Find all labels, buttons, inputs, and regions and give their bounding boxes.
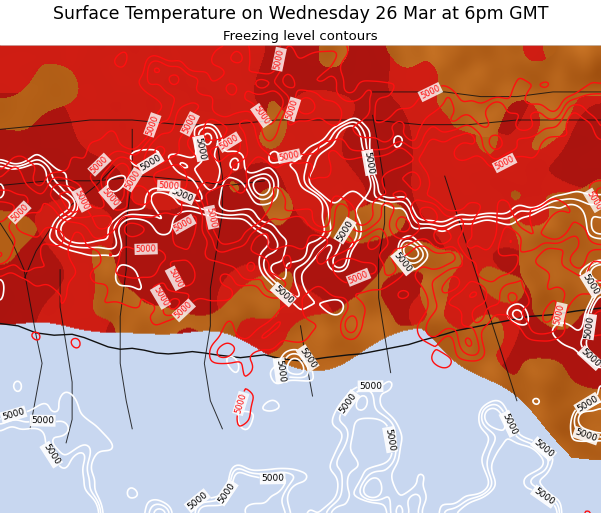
Text: 5000: 5000 (581, 272, 601, 297)
Text: 5000: 5000 (575, 393, 599, 413)
Text: 5000: 5000 (1, 407, 26, 422)
Text: 5000: 5000 (285, 98, 300, 121)
Text: 5000: 5000 (31, 416, 54, 425)
Text: 5000: 5000 (363, 150, 376, 174)
Text: 5000: 5000 (73, 189, 90, 211)
Text: 5000: 5000 (359, 382, 382, 391)
Text: 5000: 5000 (218, 133, 240, 151)
Text: Surface Temperature on Wednesday 26 Mar at 6pm GMT: Surface Temperature on Wednesday 26 Mar … (53, 6, 548, 24)
Text: 5000: 5000 (251, 104, 271, 127)
Text: 5000: 5000 (233, 392, 248, 415)
Text: 5000: 5000 (9, 202, 30, 223)
Text: 5000: 5000 (216, 481, 237, 505)
Text: 5000: 5000 (181, 112, 198, 135)
Text: 5000: 5000 (41, 443, 61, 467)
Text: 5000: 5000 (579, 347, 601, 369)
Text: 5000: 5000 (158, 181, 180, 191)
Text: 5000: 5000 (100, 187, 120, 208)
Text: 5000: 5000 (170, 186, 195, 204)
Text: 5000: 5000 (584, 189, 601, 212)
Text: 5000: 5000 (335, 219, 355, 243)
Text: 5000: 5000 (278, 150, 300, 163)
Text: 5000: 5000 (500, 411, 519, 436)
Text: 5000: 5000 (532, 486, 556, 507)
Text: 5000: 5000 (392, 251, 413, 274)
Text: 5000: 5000 (274, 359, 286, 383)
Text: 5000: 5000 (584, 315, 596, 339)
Text: 5000: 5000 (138, 153, 163, 172)
Text: 5000: 5000 (172, 215, 195, 233)
Text: 5000: 5000 (553, 303, 566, 326)
Text: 5000: 5000 (532, 438, 555, 460)
Text: 5000: 5000 (383, 427, 397, 452)
Text: 5000: 5000 (166, 267, 184, 290)
Text: 5000: 5000 (347, 269, 370, 285)
Text: 5000: 5000 (123, 168, 142, 191)
Text: 5000: 5000 (89, 154, 110, 175)
Text: 5000: 5000 (573, 428, 598, 444)
Text: 5000: 5000 (135, 244, 157, 254)
Text: 5000: 5000 (419, 84, 442, 101)
Text: 5000: 5000 (186, 490, 209, 511)
Text: 5000: 5000 (493, 154, 516, 172)
Text: 5000: 5000 (151, 286, 169, 308)
Text: 5000: 5000 (194, 136, 207, 161)
Text: 5000: 5000 (173, 300, 195, 321)
Text: 5000: 5000 (272, 283, 294, 305)
Text: 5000: 5000 (272, 48, 285, 70)
Text: 5000: 5000 (297, 346, 318, 370)
Text: 5000: 5000 (338, 391, 358, 415)
Text: 5000: 5000 (261, 474, 284, 483)
Text: 5000: 5000 (205, 206, 218, 228)
Text: 5000: 5000 (144, 113, 160, 136)
Text: Freezing level contours: Freezing level contours (223, 30, 378, 43)
